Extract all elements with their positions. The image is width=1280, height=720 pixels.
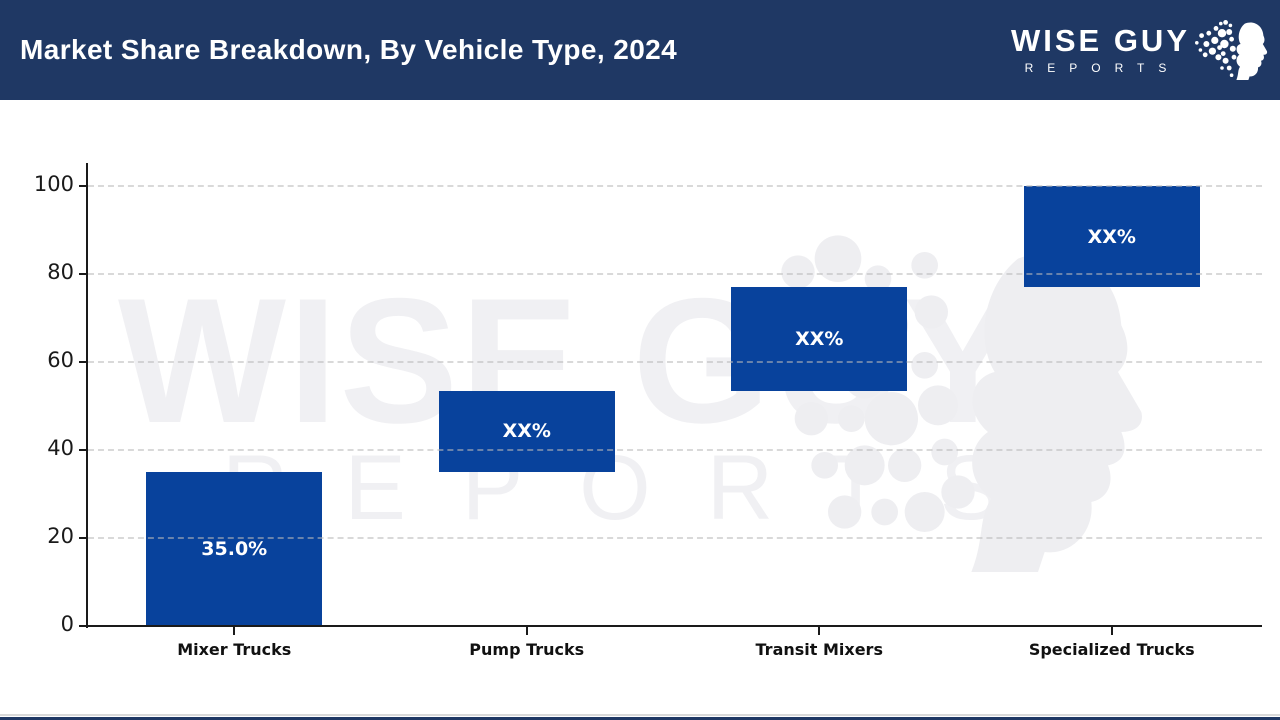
bar-transit-mixers: XX%	[731, 287, 908, 391]
category-label-2: Pump Trucks	[469, 640, 585, 659]
category-label-4: Specialized Trucks	[1028, 640, 1195, 659]
bar-value-label: 35.0%	[201, 538, 268, 560]
category-label-3: Transit Mixers	[755, 640, 883, 659]
x-axis-tick-1	[233, 627, 236, 635]
y-axis-label-20: 20	[47, 524, 74, 548]
category-label-1: Mixer Trucks	[177, 640, 292, 659]
y-axis-label-0: 0	[60, 612, 74, 636]
y-axis-tick-60	[79, 361, 88, 363]
logo-text: WISE GUY REPORTS	[1011, 25, 1190, 75]
y-axis-tick-0	[79, 625, 88, 627]
logo-wordmark: WISE GUY	[1010, 23, 1190, 58]
y-axis-tick-20	[79, 537, 88, 539]
y-axis-tick-80	[79, 273, 88, 275]
y-axis-label-100: 100	[33, 172, 74, 196]
header-bar: Market Share Breakdown, By Vehicle Type,…	[0, 0, 1280, 100]
bar-value-label: XX%	[1087, 225, 1136, 248]
page-title: Market Share Breakdown, By Vehicle Type,…	[20, 34, 678, 65]
x-axis-tick-2	[525, 627, 528, 635]
gridline-80	[88, 273, 1262, 275]
gridline-40	[88, 449, 1262, 451]
x-axis-tick-3	[818, 627, 821, 635]
y-axis-label-40: 40	[47, 436, 74, 460]
y-axis-line	[86, 163, 88, 628]
y-axis-tick-40	[79, 449, 88, 451]
bar-value-label: XX%	[795, 327, 844, 350]
gridline-20	[88, 537, 1262, 539]
logo-subtitle: REPORTS	[1024, 61, 1181, 75]
bar-value-label: XX%	[502, 420, 551, 443]
y-axis-label-80: 80	[47, 260, 74, 284]
bar-mixer-trucks: 35.0%	[146, 472, 323, 626]
gridline-100	[88, 185, 1262, 187]
bar-specialized-trucks: XX%	[1023, 186, 1200, 288]
y-axis-tick-100	[79, 185, 88, 187]
y-axis-label-60: 60	[47, 348, 74, 372]
wise-guy-logo: WISE GUY REPORTS	[1011, 4, 1270, 96]
bar-pump-trucks: XX%	[438, 390, 615, 472]
gridline-60	[88, 361, 1262, 363]
footer-divider	[0, 714, 1280, 716]
wise-guy-face-icon	[1195, 20, 1268, 81]
x-axis-line	[86, 625, 1262, 627]
x-axis-tick-4	[1110, 627, 1113, 635]
footer-bar	[0, 717, 1280, 720]
